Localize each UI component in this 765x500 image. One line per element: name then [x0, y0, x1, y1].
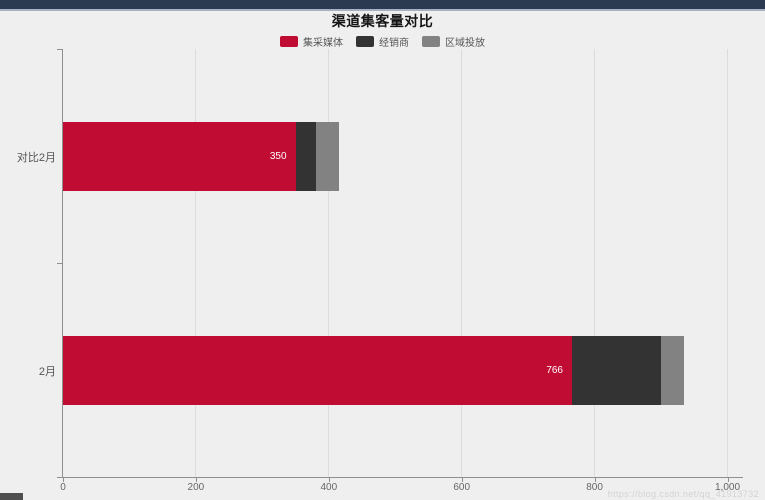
bar-value-label: 350: [269, 151, 287, 162]
corner-fragment: [0, 493, 23, 500]
x-axis-tick-label: 600: [453, 482, 471, 493]
bar-segment-集采媒体[interactable]: [63, 336, 572, 405]
legend-item-dealer[interactable]: 经销商: [356, 34, 409, 49]
x-gridline: [461, 49, 463, 477]
y-axis-tick: [57, 477, 62, 478]
x-axis-tick: [727, 478, 729, 482]
x-gridline: [328, 49, 330, 477]
x-axis-tick: [461, 478, 463, 482]
x-axis-line: [62, 477, 743, 478]
legend-label: 区域投放: [445, 37, 485, 49]
x-axis-tick: [328, 478, 330, 482]
x-gridline: [727, 49, 728, 477]
x-axis-tick-label: 800: [586, 482, 603, 493]
legend-item-jicai-media[interactable]: 集采媒体: [280, 34, 343, 49]
watermark: https://blog.csdn.net/qq_41913732: [607, 489, 759, 499]
bar-segment-经销商[interactable]: [572, 336, 662, 405]
y-axis-tick: [57, 49, 62, 50]
x-axis-tick: [594, 478, 596, 482]
bar-segment-集采媒体[interactable]: [63, 122, 296, 191]
category-label: 对比2月: [16, 151, 56, 164]
bar-value-label: 766: [546, 365, 563, 376]
x-axis-tick: [63, 478, 64, 482]
x-gridline: [195, 49, 197, 477]
legend-swatch-icon: [356, 35, 374, 47]
y-axis-line: [62, 49, 63, 477]
x-gridline: [594, 49, 596, 477]
bar-segment-区域投放[interactable]: [316, 122, 339, 191]
chart-legend: 集采媒体 经销商 区域投放: [0, 34, 765, 49]
legend-swatch-icon: [280, 35, 298, 47]
chart-title: 渠道集客量对比: [331, 13, 434, 29]
x-axis-tick-label: 0: [60, 482, 66, 493]
legend-label: 集采媒体: [303, 37, 343, 49]
legend-label: 经销商: [379, 37, 409, 49]
legend-item-regional[interactable]: 区域投放: [422, 34, 485, 49]
x-axis-tick-label: 200: [187, 482, 205, 493]
x-axis-tick-label: 1,000: [714, 482, 741, 493]
y-axis-tick: [57, 263, 62, 264]
bar-segment-区域投放[interactable]: [661, 336, 685, 405]
category-label: 2月: [38, 365, 56, 378]
x-axis-tick-label: 400: [320, 482, 338, 493]
legend-swatch-icon: [422, 35, 440, 47]
bar-segment-经销商[interactable]: [295, 122, 317, 191]
window-top-bar: [0, 0, 765, 11]
x-axis-tick: [195, 478, 197, 482]
